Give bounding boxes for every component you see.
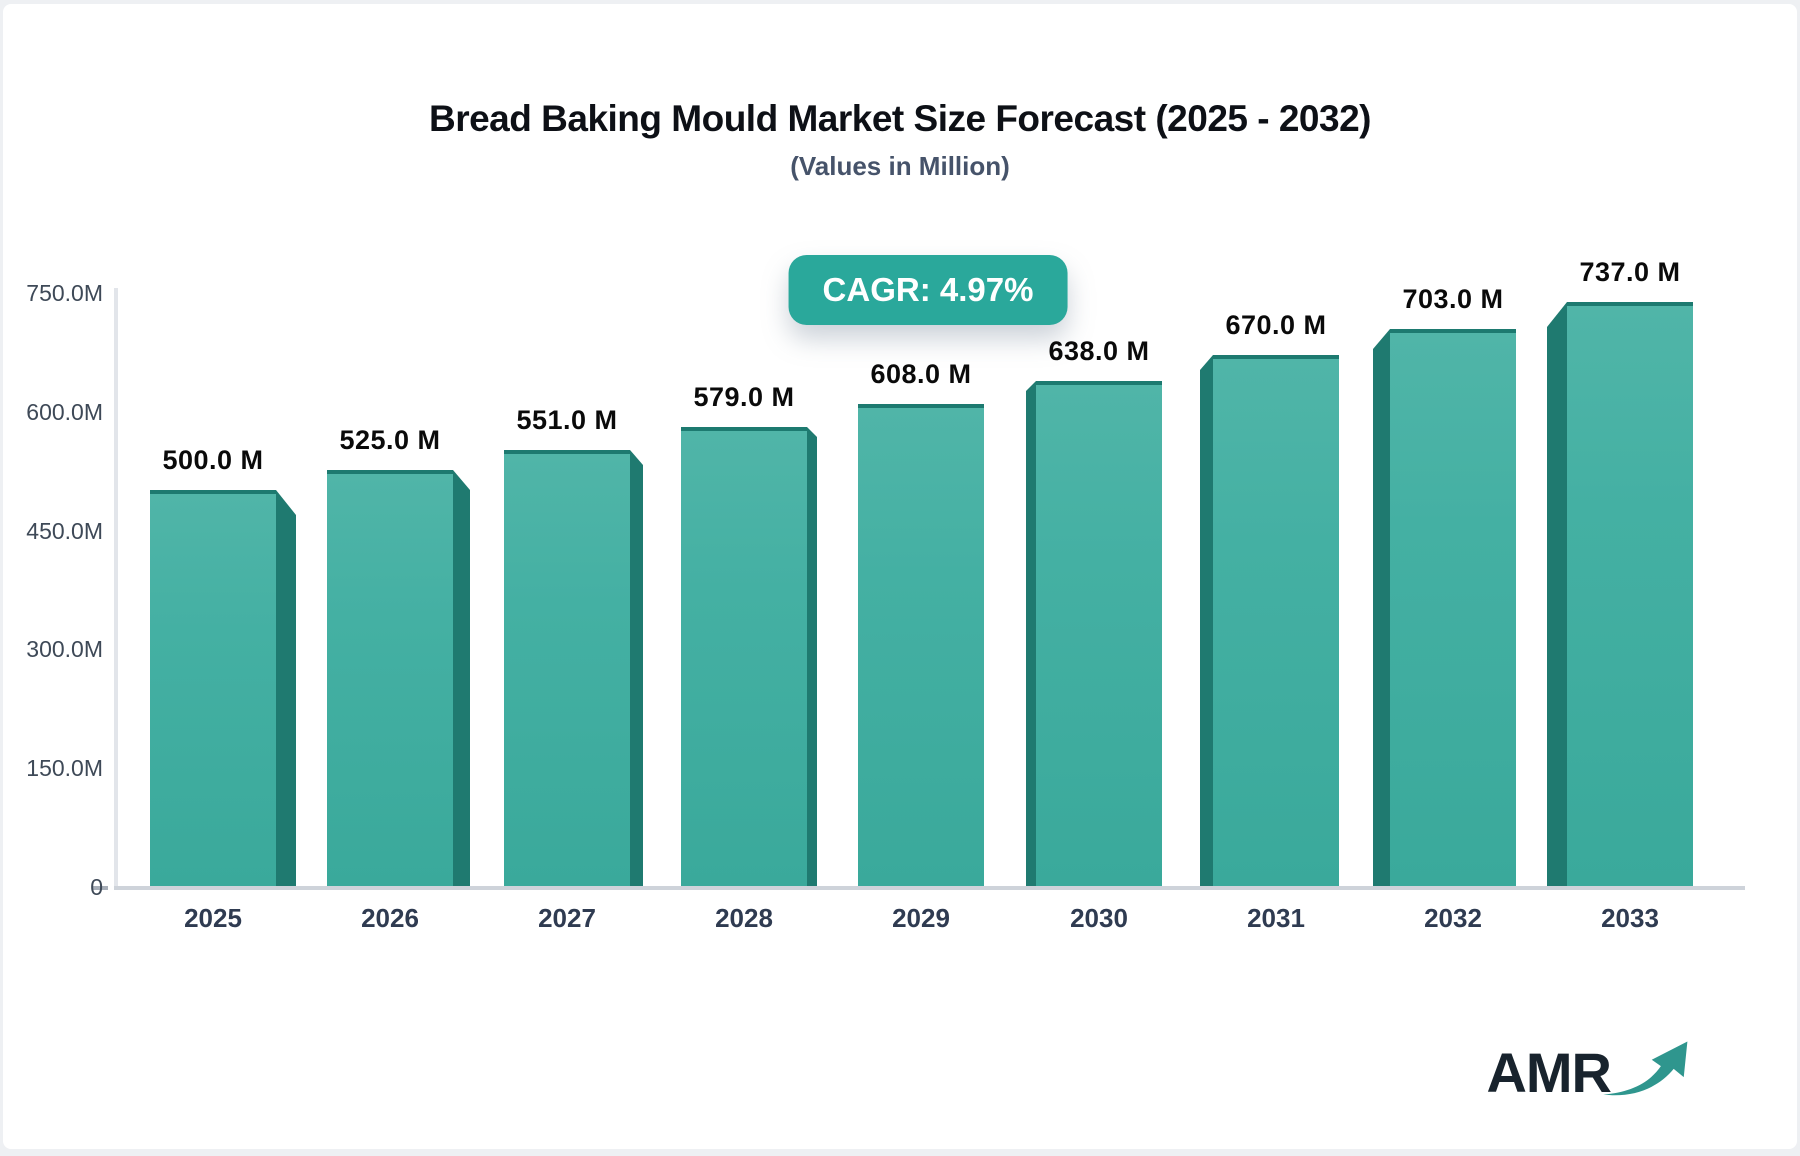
cagr-badge: CAGR: 4.97% [788,255,1068,325]
x-axis-label-2032: 2032 [1424,903,1482,933]
bar-side-panel-2026 [453,470,470,886]
bar-side-panel-2025 [276,490,296,886]
x-axis-label-2027: 2027 [538,903,596,933]
bar-side-panel-2031 [1200,355,1213,886]
y-tick-label-150: 150.0M [26,755,103,781]
amr-logo: AMR [1486,1032,1695,1102]
zero-tick-mark [93,886,108,890]
y-tick-label-750: 750.0M [26,280,103,306]
bar-2029 [858,404,984,886]
bar-value-label-2033: 737.0 M [1579,257,1681,287]
bar-side-panel-2027 [630,450,643,886]
x-axis-line [114,886,1745,890]
bar-2031 [1213,355,1339,886]
bar-2026 [327,470,453,886]
bar-value-label-2027: 551.0 M [516,405,618,435]
x-axis-label-2029: 2029 [892,903,950,933]
bar-2030 [1036,381,1162,886]
bar-2032 [1390,329,1516,886]
x-axis-label-2033: 2033 [1601,903,1659,933]
bar-value-label-2032: 703.0 M [1402,284,1504,314]
bar-2028 [681,427,807,886]
bar-value-label-2031: 670.0 M [1225,310,1327,340]
bar-2025 [150,490,276,886]
x-axis-label-2031: 2031 [1247,903,1305,933]
bar-value-label-2026: 525.0 M [339,425,441,455]
y-tick-label-0: 0 [90,874,103,900]
amr-logo-text: AMR [1486,1041,1612,1104]
bar-2027 [504,450,630,886]
chart-card: Bread Baking Mould Market Size Forecast … [3,4,1797,1149]
x-axis-label-2026: 2026 [361,903,419,933]
x-axis-label-2025: 2025 [184,903,242,933]
growth-arrow-icon [1603,1041,1688,1096]
x-axis-label-2028: 2028 [715,903,773,933]
y-tick-label-450: 450.0M [26,518,103,544]
bar-value-label-2028: 579.0 M [693,382,795,412]
y-axis-line [114,288,118,888]
y-tick-label-300: 300.0M [26,636,103,662]
chart-subtitle: (Values in Million) [790,151,1010,181]
bar-side-panel-2033 [1547,302,1567,886]
bar-value-label-2030: 638.0 M [1048,336,1150,366]
y-tick-label-600: 600.0M [26,399,103,425]
bar-value-label-2029: 608.0 M [870,359,972,389]
chart-title: Bread Baking Mould Market Size Forecast … [428,98,1372,139]
bar-side-panel-2032 [1373,329,1390,886]
bar-side-panel-2030 [1026,381,1036,886]
cagr-badge-label: CAGR: 4.97% [822,271,1034,308]
bar-value-label-2025: 500.0 M [162,445,264,475]
bar-2033 [1567,302,1693,886]
x-axis-label-2030: 2030 [1070,903,1128,933]
bar-side-panel-2028 [807,427,817,886]
